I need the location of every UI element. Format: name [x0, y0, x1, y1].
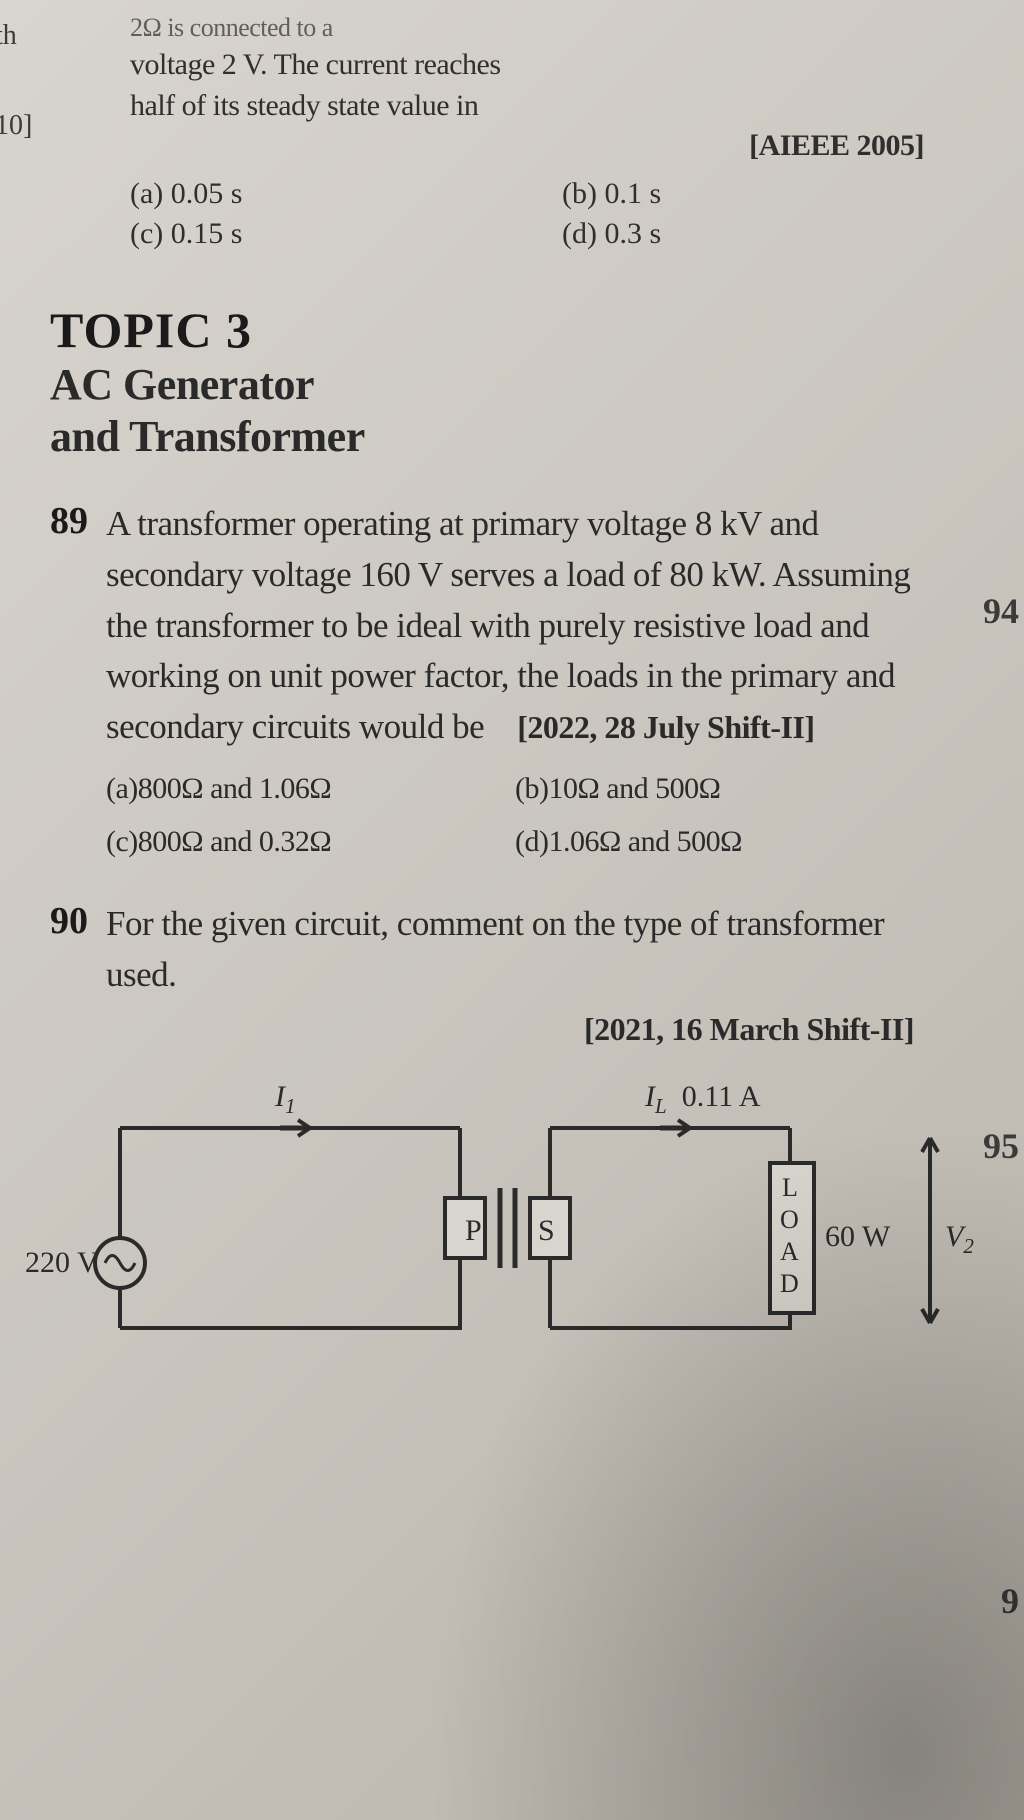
prev-question-fragment: 2Ω is connected to a voltage 2 V. The cu…: [130, 10, 964, 167]
prev-options: (a) 0.05 s (b) 0.1 s (c) 0.15 s (d) 0.3 …: [130, 177, 984, 251]
i1-label: I1: [275, 1080, 296, 1119]
vin-label: 220 V: [25, 1246, 99, 1280]
v2-label: V2: [945, 1220, 974, 1259]
option-d: (d)1.06Ω and 500Ω: [515, 820, 914, 864]
question-text: For the given circuit, comment on the ty…: [106, 904, 884, 994]
question-number: 90: [50, 899, 88, 1053]
exam-ref: [2022, 28 July Shift-II]: [517, 709, 814, 745]
intro-line: half of its steady state value in: [130, 86, 964, 127]
svg-text:L: L: [782, 1173, 798, 1202]
question-number: 89: [50, 499, 88, 864]
option-c: (c)800Ω and 0.32Ω: [106, 820, 505, 864]
intro-line: 2Ω is connected to a: [130, 10, 964, 45]
option-d: (d) 0.3 s: [562, 217, 984, 251]
option-a: (a)800Ω and 1.06Ω: [106, 767, 505, 811]
margin-th: th: [0, 20, 17, 52]
secondary-label: S: [538, 1214, 555, 1247]
q89-options: (a)800Ω and 1.06Ω (b)10Ω and 500Ω (c)800…: [106, 767, 914, 864]
topic-number: TOPIC 3: [50, 301, 984, 359]
exam-ref: [2021, 16 March Shift-II]: [106, 1006, 914, 1052]
primary-label: P: [465, 1214, 482, 1247]
exam-tag: [AIEEE 2005]: [130, 126, 964, 167]
margin-9: 9: [1001, 1580, 1019, 1622]
question-90: 90 For the given circuit, comment on the…: [50, 899, 914, 1053]
option-b: (b)10Ω and 500Ω: [515, 767, 914, 811]
intro-line: voltage 2 V. The current reaches: [130, 45, 964, 86]
question-89: 89 A transformer operating at primary vo…: [50, 499, 914, 864]
svg-text:D: D: [780, 1269, 799, 1298]
svg-text:A: A: [780, 1237, 799, 1266]
topic-subtitle-1: AC Generator: [50, 359, 984, 412]
svg-text:O: O: [780, 1205, 799, 1234]
circuit-diagram: P S L O A D I1 IL 0.11 A 220 V 60 W V2: [50, 1068, 990, 1348]
margin-94: 94: [983, 590, 1019, 632]
option-c: (c) 0.15 s: [130, 217, 552, 251]
power-label: 60 W: [825, 1220, 890, 1254]
topic-subtitle-2: and Transformer: [50, 411, 984, 464]
topic-heading: TOPIC 3 AC Generator and Transformer: [50, 301, 984, 465]
margin-ten: 10]: [0, 110, 32, 142]
option-a: (a) 0.05 s: [130, 177, 552, 211]
option-b: (b) 0.1 s: [562, 177, 984, 211]
il-label: IL 0.11 A: [645, 1080, 761, 1119]
